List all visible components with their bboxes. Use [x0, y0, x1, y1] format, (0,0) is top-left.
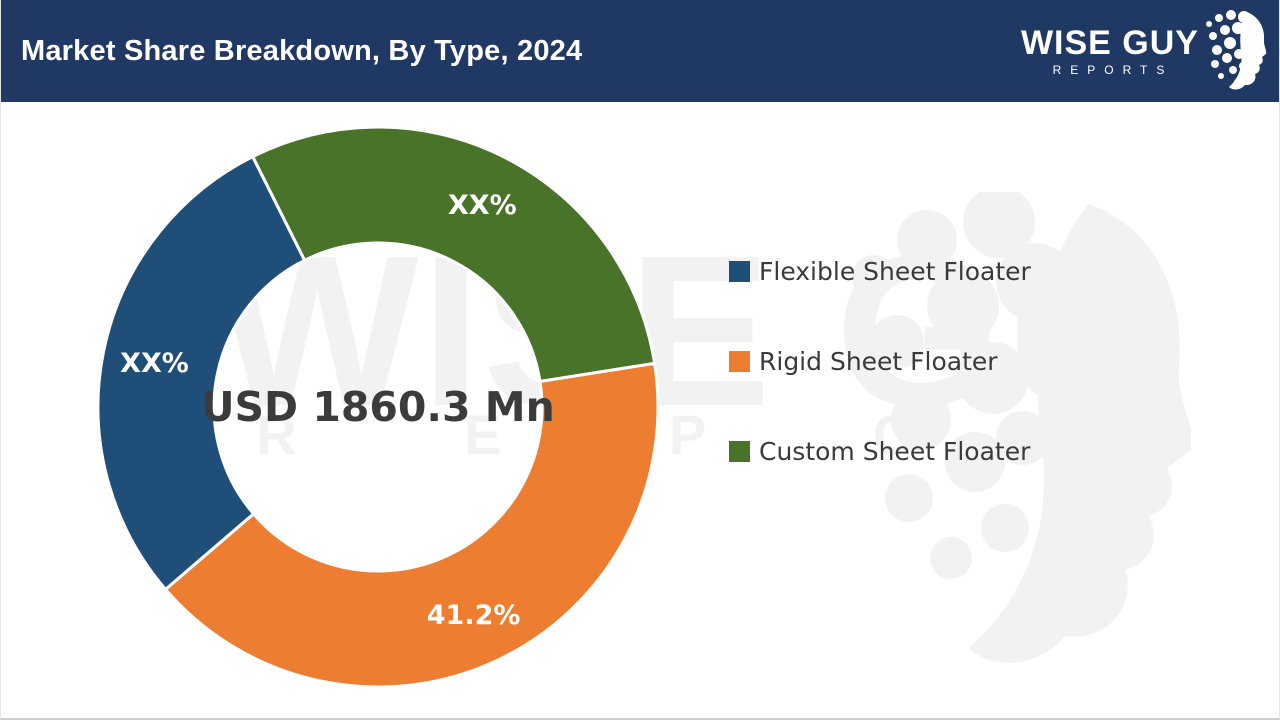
legend-swatch-orange [729, 350, 750, 372]
page-title: Market Share Breakdown, By Type, 2024 [21, 34, 583, 67]
slice-label-rigid-sheet-floater: 41.2% [427, 600, 521, 631]
donut-segment-flexible-sheet-floater [96, 155, 307, 591]
logo-wordmark: WISE GUY [1020, 23, 1199, 62]
wise-guy-logo: WISE GUY REPORTS [1021, 10, 1267, 92]
legend-swatch-blue [729, 260, 750, 282]
donut-chart: XX% 41.2% XX% [96, 125, 660, 689]
slice-label-flexible-sheet-floater: XX% [120, 348, 189, 379]
donut-segment-rigid-sheet-floater [164, 361, 660, 689]
legend-label: Rigid Sheet Floater [759, 346, 998, 376]
legend-item-custom-sheet-floater: Custom Sheet Floater [729, 436, 1031, 466]
header-bar: Market Share Breakdown, By Type, 2024 WI… [1, 0, 1279, 102]
chart-area: WISE GU R E P O R T S XX%41.2%XX% USD 18… [1, 102, 1279, 718]
legend-swatch-green [729, 440, 750, 462]
slice-label-custom-sheet-floater: XX% [448, 190, 517, 221]
legend-label: Custom Sheet Floater [759, 436, 1031, 466]
donut-center-value: USD 1860.3 Mn [201, 383, 555, 431]
logo-text: WISE GUY REPORTS [1021, 26, 1199, 77]
logo-subtitle: REPORTS [1052, 62, 1174, 77]
donut-segment-custom-sheet-floater [251, 125, 657, 383]
watermark-face [852, 192, 1191, 663]
legend-label: Flexible Sheet Floater [759, 256, 1031, 286]
legend-item-rigid-sheet-floater: Rigid Sheet Floater [729, 346, 1031, 376]
legend-item-flexible-sheet-floater: Flexible Sheet Floater [729, 256, 1031, 286]
chart-legend: Flexible Sheet Floater Rigid Sheet Float… [729, 256, 1031, 466]
wise-guy-face-icon [1206, 10, 1267, 90]
